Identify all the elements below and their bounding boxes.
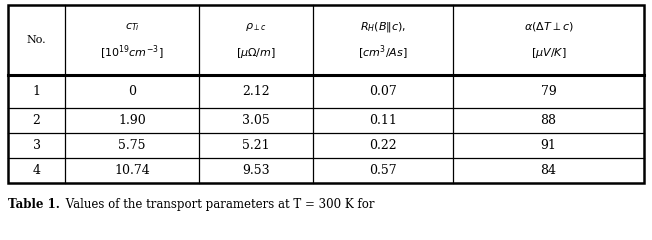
Text: 5.21: 5.21: [243, 139, 270, 152]
Text: 79: 79: [541, 85, 556, 98]
Text: $[10^{19}cm^{-3}]$: $[10^{19}cm^{-3}]$: [100, 44, 164, 62]
Text: 0.57: 0.57: [370, 164, 397, 177]
Text: 0.22: 0.22: [370, 139, 397, 152]
Text: 9.53: 9.53: [243, 164, 270, 177]
Text: $[\mu V/K]$: $[\mu V/K]$: [531, 46, 567, 60]
Text: 0: 0: [128, 85, 136, 98]
Text: 10.74: 10.74: [114, 164, 150, 177]
Text: 3.05: 3.05: [242, 114, 270, 127]
Bar: [8, 5, 644, 183]
Text: 2: 2: [33, 114, 40, 127]
Text: 84: 84: [541, 164, 557, 177]
Text: 4: 4: [33, 164, 40, 177]
Text: 1.90: 1.90: [118, 114, 146, 127]
Text: 0.11: 0.11: [369, 114, 397, 127]
Text: $c_{Ti}$: $c_{Ti}$: [125, 21, 140, 33]
Text: $\rho_{\perp c}$: $\rho_{\perp c}$: [245, 21, 267, 33]
Text: $\alpha(\Delta T\perp c)$: $\alpha(\Delta T\perp c)$: [524, 20, 574, 33]
Text: 5.75: 5.75: [118, 139, 146, 152]
Text: 2.12: 2.12: [243, 85, 270, 98]
Text: No.: No.: [27, 35, 46, 45]
Text: Table 1.: Table 1.: [8, 198, 60, 211]
Text: 1: 1: [33, 85, 40, 98]
Text: $[\mu\Omega/m]$: $[\mu\Omega/m]$: [236, 46, 276, 60]
Text: $R_H(B\Vert c),$: $R_H(B\Vert c),$: [360, 20, 406, 34]
Text: $[cm^3/As]$: $[cm^3/As]$: [359, 44, 408, 62]
Text: 88: 88: [541, 114, 557, 127]
Text: 0.07: 0.07: [370, 85, 397, 98]
Text: 3: 3: [33, 139, 40, 152]
Text: 91: 91: [541, 139, 557, 152]
Text: Values of the transport parameters at T = 300 K for: Values of the transport parameters at T …: [62, 198, 375, 211]
